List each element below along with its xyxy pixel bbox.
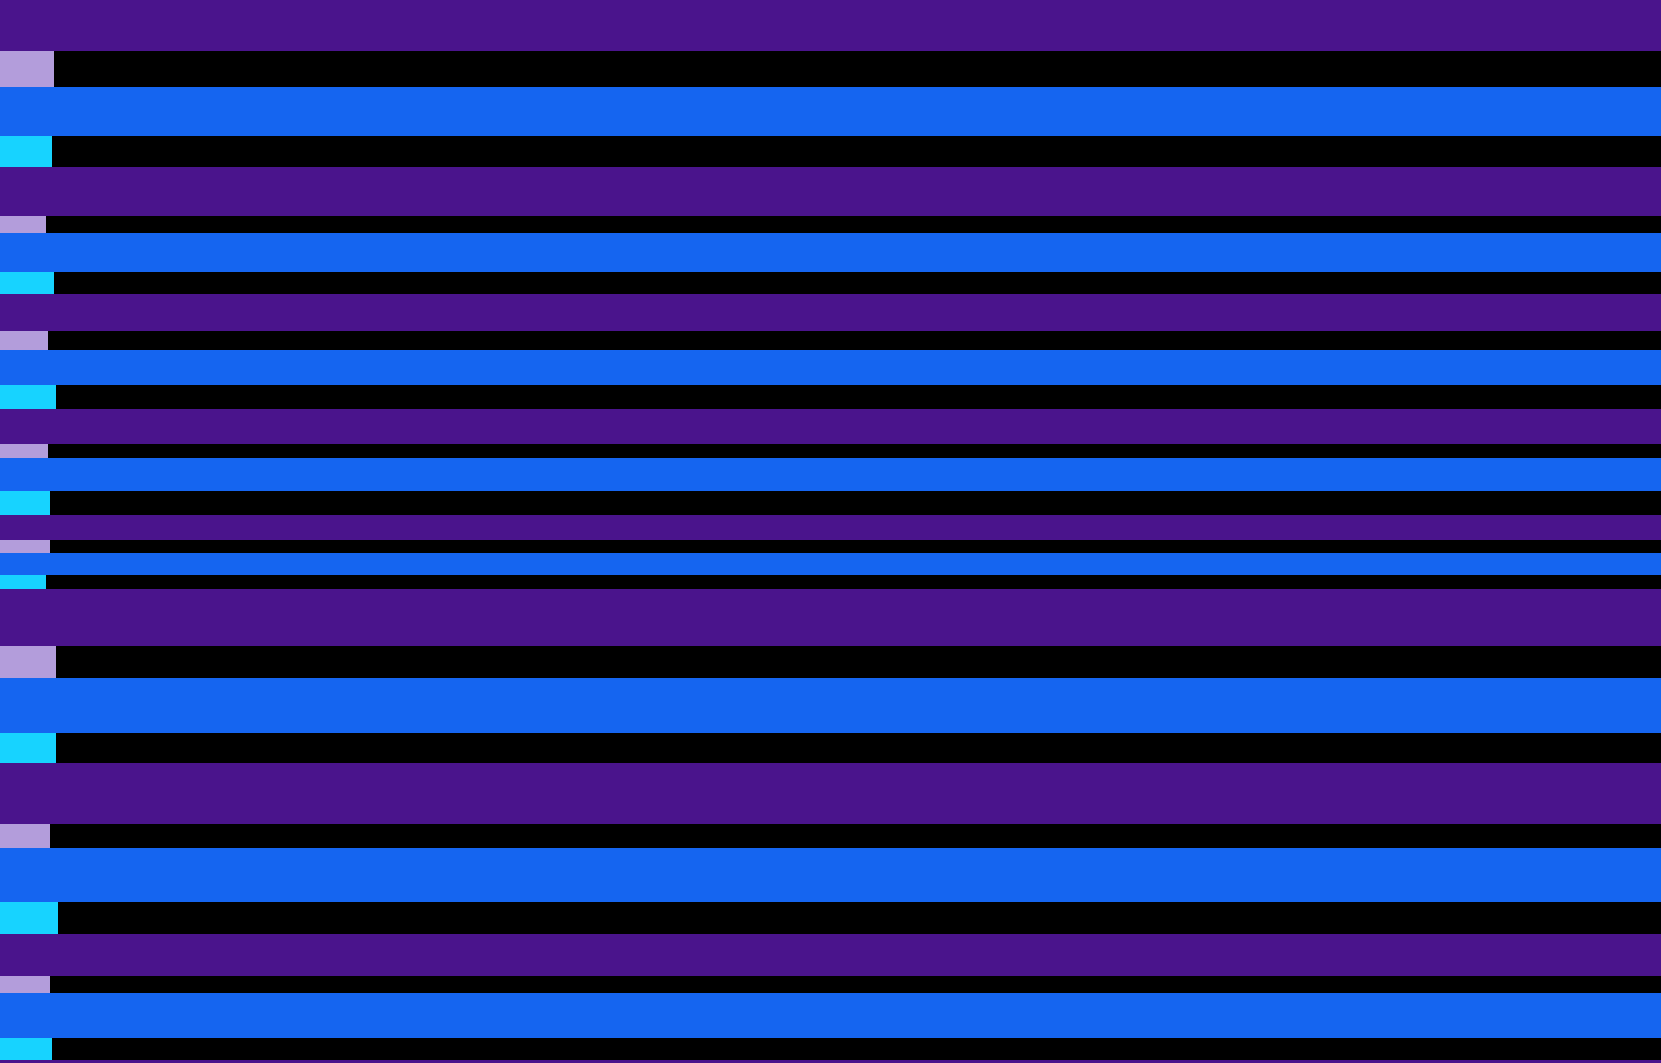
- whisker-upper: [0, 294, 1661, 313]
- whisker-lower: [0, 29, 1661, 51]
- box-iqr: [0, 491, 50, 515]
- whisker-upper: [0, 233, 1661, 253]
- box-iqr: [0, 575, 46, 589]
- whisker-lower: [0, 368, 1661, 385]
- whisker-lower: [0, 195, 1661, 216]
- box-iqr: [0, 540, 50, 553]
- whisker-lower: [0, 525, 1661, 540]
- whisker-upper: [0, 934, 1661, 957]
- whisker-upper: [0, 993, 1661, 1018]
- box-iqr: [0, 444, 48, 458]
- whisker-upper: [0, 409, 1661, 430]
- whisker-lower: [0, 1018, 1661, 1038]
- whisker-upper: [0, 515, 1661, 525]
- box-iqr: [0, 272, 54, 294]
- box-iqr: [0, 733, 56, 763]
- whisker-lower: [0, 313, 1661, 331]
- box-iqr: [0, 51, 54, 87]
- whisker-upper: [0, 458, 1661, 470]
- box-iqr: [0, 976, 50, 993]
- whisker-upper: [0, 848, 1661, 876]
- box-iqr: [0, 824, 50, 848]
- whisker-upper: [0, 1060, 1661, 1063]
- whisker-upper: [0, 553, 1661, 562]
- whisker-lower: [0, 430, 1661, 444]
- whisker-upper: [0, 678, 1661, 708]
- box-iqr: [0, 646, 56, 678]
- whisker-upper: [0, 87, 1661, 111]
- whisker-lower: [0, 562, 1661, 575]
- whisker-upper: [0, 589, 1661, 624]
- whisker-lower: [0, 470, 1661, 491]
- whisker-lower: [0, 624, 1661, 646]
- whisker-upper: [0, 763, 1661, 801]
- whisker-lower: [0, 876, 1661, 902]
- whisker-lower: [0, 801, 1661, 824]
- whisker-lower: [0, 957, 1661, 976]
- whisker-upper: [0, 167, 1661, 195]
- whisker-upper: [0, 0, 1661, 29]
- box-iqr: [0, 1038, 52, 1060]
- box-iqr: [0, 385, 56, 409]
- box-iqr: [0, 136, 52, 167]
- whisker-lower: [0, 253, 1661, 272]
- whisker-upper: [0, 350, 1661, 368]
- box-iqr: [0, 902, 58, 934]
- whisker-lower: [0, 111, 1661, 136]
- whisker-lower: [0, 708, 1661, 733]
- box-iqr: [0, 216, 46, 233]
- box-iqr: [0, 331, 48, 350]
